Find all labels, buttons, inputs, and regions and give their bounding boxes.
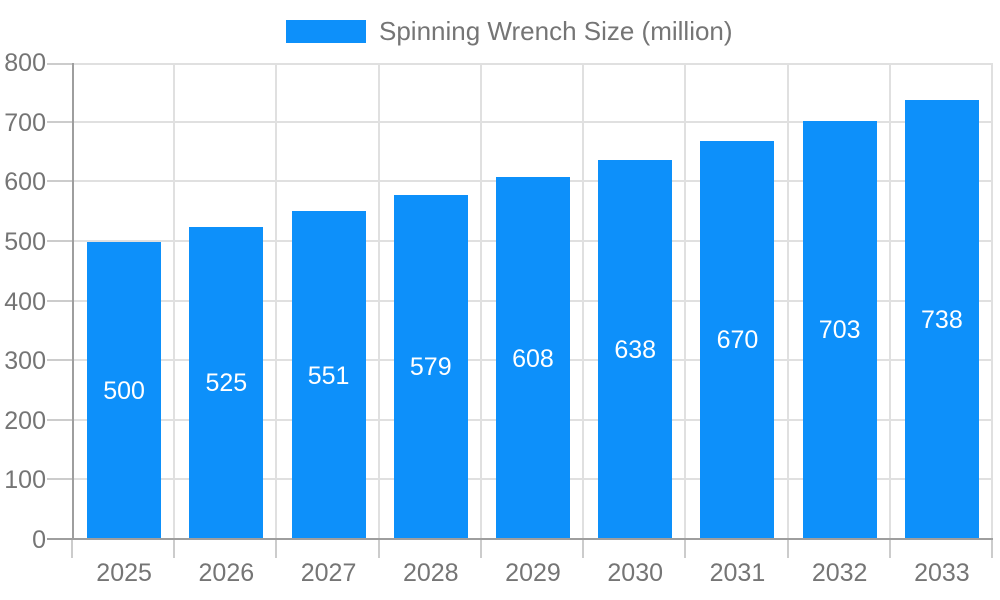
bar-value-label: 551 bbox=[307, 361, 350, 390]
x-tick-label: 2028 bbox=[402, 559, 459, 587]
y-axis-line bbox=[72, 63, 74, 540]
bar bbox=[87, 241, 162, 540]
bar-value-label: 500 bbox=[103, 376, 145, 405]
x-gridline bbox=[991, 63, 993, 540]
bar bbox=[598, 159, 673, 540]
x-tick bbox=[173, 540, 176, 558]
x-tick-label: 2025 bbox=[96, 559, 152, 587]
y-tick-label: 100 bbox=[4, 466, 46, 495]
bar bbox=[904, 99, 979, 540]
x-tick-label: 2029 bbox=[505, 559, 561, 587]
y-tick bbox=[47, 418, 73, 421]
bar-value-label: 608 bbox=[512, 344, 554, 373]
x-gridline bbox=[173, 63, 176, 540]
bar-value-label: 670 bbox=[716, 326, 759, 355]
x-tick bbox=[377, 540, 380, 558]
x-tick-label: 2031 bbox=[709, 559, 766, 587]
y-tick bbox=[47, 239, 73, 242]
x-gridline bbox=[275, 63, 278, 540]
x-gridline bbox=[888, 63, 891, 540]
bar bbox=[189, 226, 264, 540]
x-gridline bbox=[479, 63, 482, 540]
y-tick bbox=[47, 120, 73, 123]
x-gridline bbox=[582, 63, 585, 540]
x-tick bbox=[479, 540, 482, 558]
y-tick bbox=[47, 180, 73, 183]
bar-value-label: 638 bbox=[614, 335, 657, 364]
y-gridline bbox=[73, 120, 993, 123]
y-tick-label: 800 bbox=[4, 49, 46, 77]
x-tick bbox=[786, 540, 789, 558]
y-tick-label: 200 bbox=[4, 406, 46, 435]
x-tick bbox=[991, 540, 993, 558]
x-tick-label: 2027 bbox=[300, 559, 357, 587]
y-tick-label: 500 bbox=[4, 227, 46, 256]
bar-value-label: 703 bbox=[818, 316, 861, 345]
x-gridline bbox=[786, 63, 789, 540]
x-tick bbox=[888, 540, 891, 558]
legend-swatch bbox=[286, 19, 366, 43]
bar-value-label: 738 bbox=[921, 305, 963, 334]
x-tick bbox=[684, 540, 687, 558]
bar bbox=[700, 140, 775, 540]
legend-item[interactable]: Spinning Wrench Size (million) bbox=[286, 15, 733, 46]
x-axis-line bbox=[47, 538, 993, 540]
y-tick-label: 300 bbox=[4, 347, 46, 376]
x-tick bbox=[275, 540, 278, 558]
x-gridline bbox=[684, 63, 687, 540]
legend-label: Spinning Wrench Size (million) bbox=[379, 15, 733, 46]
y-tick bbox=[47, 359, 73, 362]
bar-value-label: 579 bbox=[409, 353, 452, 382]
bar bbox=[802, 120, 877, 540]
y-gridline bbox=[73, 63, 993, 65]
x-gridline bbox=[377, 63, 380, 540]
y-tick-label: 400 bbox=[4, 287, 46, 316]
y-tick bbox=[47, 299, 73, 302]
x-tick bbox=[582, 540, 585, 558]
x-tick-label: 2032 bbox=[811, 559, 868, 587]
x-tick bbox=[71, 540, 73, 558]
x-tick-label: 2030 bbox=[607, 559, 664, 587]
bar bbox=[496, 177, 570, 540]
y-tick-label: 700 bbox=[4, 108, 46, 137]
x-tick-label: 2026 bbox=[198, 559, 255, 587]
bar bbox=[291, 211, 366, 540]
y-tick bbox=[47, 478, 73, 481]
x-tick-label: 2033 bbox=[914, 559, 970, 587]
y-tick-label: 600 bbox=[4, 168, 46, 197]
bar-value-label: 525 bbox=[205, 369, 248, 398]
y-tick-label: 0 bbox=[32, 526, 46, 554]
y-tick bbox=[47, 63, 73, 65]
bar bbox=[393, 194, 468, 540]
